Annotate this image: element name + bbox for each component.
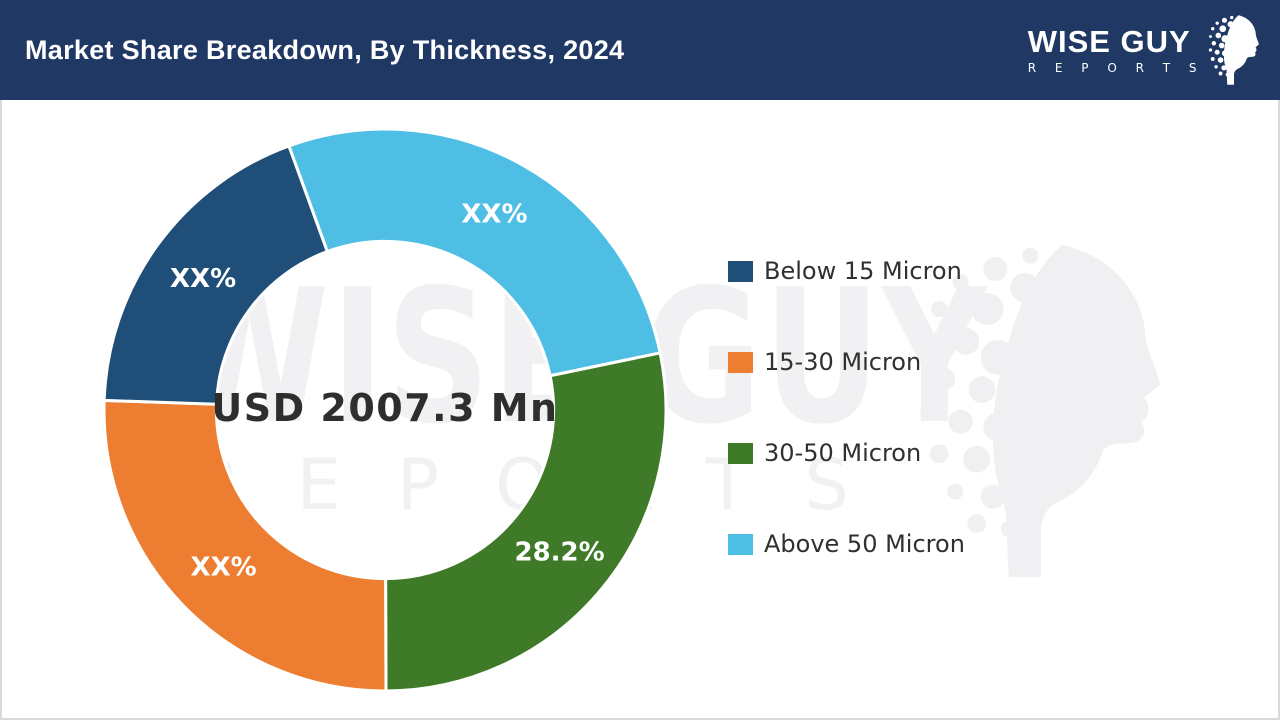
legend-swatch-icon — [728, 352, 753, 373]
slice-label-below-15-micron: XX% — [170, 264, 236, 294]
logo: WISE GUY R E P O R T S — [1028, 12, 1262, 88]
slice-label-above-50-micron: XX% — [461, 200, 527, 230]
logo-wordmark: WISE GUY — [1027, 23, 1191, 59]
donut-center-value: USD 2007.3 Mn — [211, 386, 559, 430]
slice-label-15-30-micron: XX% — [191, 552, 257, 582]
legend-item: 30-50 Micron — [728, 439, 965, 468]
legend-item: Above 50 Micron — [728, 530, 965, 559]
legend-swatch-icon — [728, 443, 753, 464]
donut-slice-15-30-micron — [102, 398, 388, 693]
slice-label-30-50-micron: 28.2% — [515, 538, 605, 568]
donut-slice-below-15-micron — [102, 144, 330, 406]
donut-chart: XX% 28.2% XX% XX% — [102, 127, 668, 693]
legend-swatch-icon — [728, 261, 753, 282]
donut-slice-above-50-micron — [286, 127, 662, 378]
legend-item: 15-30 Micron — [728, 348, 965, 377]
legend-item: Below 15 Micron — [728, 257, 965, 286]
logo-face-icon — [1208, 15, 1259, 85]
donut-slice-30-50-micron — [384, 351, 668, 693]
legend-label: 30-50 Micron — [764, 439, 922, 467]
legend-label: Above 50 Micron — [764, 530, 965, 558]
logo-subtitle: R E P O R T S — [1027, 60, 1204, 75]
page-title: Market Share Breakdown, By Thickness, 20… — [25, 34, 625, 65]
legend: Below 15 Micron 15-30 Micron 30-50 Micron A… — [728, 257, 965, 559]
legend-label: Below 15 Micron — [764, 257, 962, 285]
header: Market Share Breakdown, By Thickness, 20… — [0, 0, 1280, 100]
legend-swatch-icon — [728, 534, 753, 555]
legend-label: 15-30 Micron — [764, 348, 922, 376]
logo-text: WISE GUY R E P O R T S — [1028, 26, 1204, 75]
